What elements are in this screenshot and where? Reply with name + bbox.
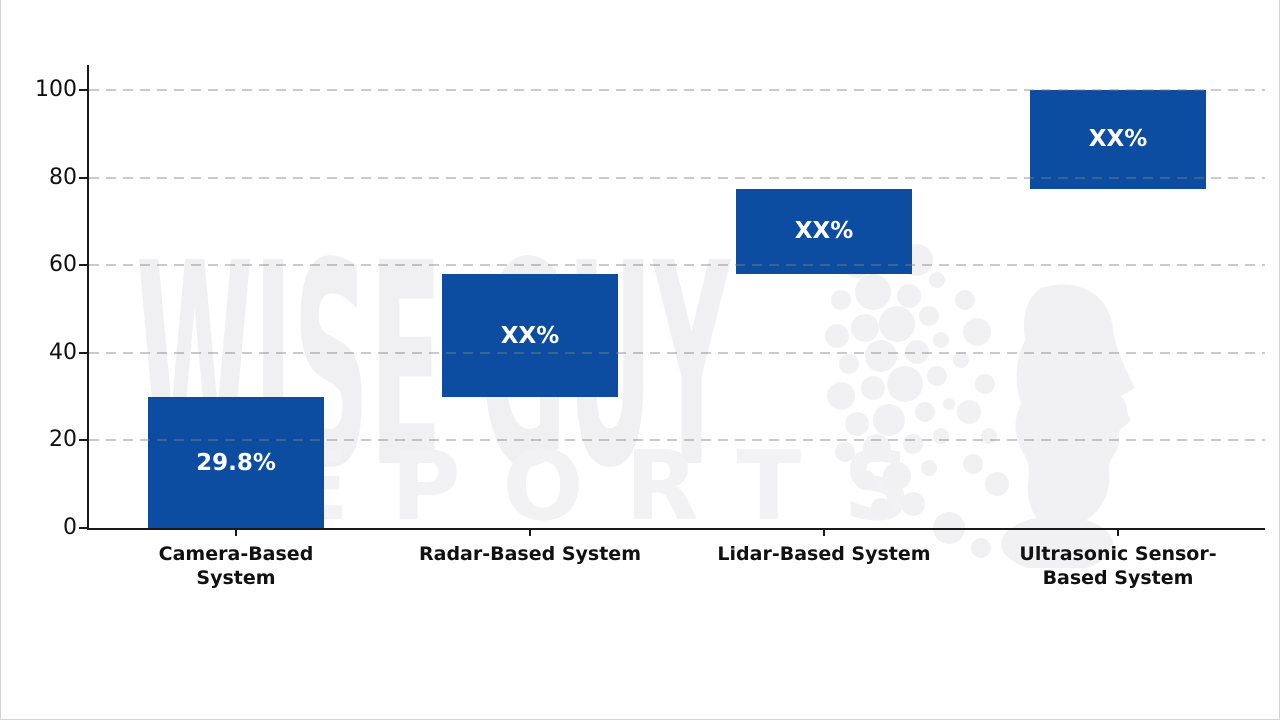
gridline-60: [89, 264, 1265, 267]
bar-value-label: XX%: [1088, 126, 1148, 153]
x-tick: [823, 530, 825, 536]
bar-camera-based-system: 29.8%: [148, 397, 324, 528]
bar-ultrasonic-sensor-based-system: XX%: [1030, 90, 1206, 189]
y-axis-tick-label: 20: [49, 427, 77, 453]
gridline-40: [89, 351, 1265, 354]
y-tick: [79, 351, 87, 354]
y-axis-tick-label: 100: [35, 77, 77, 102]
chart-canvas: WISE GUY REPORTS: [1, 0, 1279, 621]
gridline-20: [89, 439, 1265, 442]
y-axis-tick-label: 60: [49, 252, 77, 278]
x-axis-category-label: Ultrasonic Sensor- Based System: [1019, 543, 1217, 590]
y-axis-line: [87, 65, 89, 530]
y-tick: [79, 439, 87, 442]
y-axis-tick-label: 80: [49, 164, 77, 190]
bar-lidar-based-system: XX%: [736, 188, 912, 275]
x-tick: [529, 530, 531, 536]
bar-value-label: 29.8%: [196, 449, 276, 476]
gridline-100: [89, 89, 1265, 91]
x-axis-category-label: Camera-Based System: [158, 543, 314, 590]
y-tick: [79, 527, 87, 529]
bar-value-label: XX%: [794, 218, 854, 245]
y-tick: [79, 176, 87, 179]
bar-value-label: XX%: [500, 322, 560, 349]
plot-area: 29.8% Camera-Based System XX% Radar-Based S…: [79, 65, 1265, 589]
bar-radar-based-system: XX%: [442, 274, 618, 398]
y-tick: [79, 264, 87, 267]
x-axis-category-label: Radar-Based System: [419, 543, 641, 565]
x-axis-category-label: Lidar-Based System: [717, 543, 931, 565]
gridline-80: [89, 176, 1265, 179]
y-tick: [79, 89, 87, 91]
y-axis-tick-label: 40: [49, 339, 77, 365]
x-tick: [1117, 530, 1119, 536]
y-axis-tick-label: 0: [63, 515, 77, 540]
watermark-face-icon: [825, 238, 1135, 568]
x-axis-line: [87, 528, 1265, 530]
x-tick: [235, 530, 237, 536]
